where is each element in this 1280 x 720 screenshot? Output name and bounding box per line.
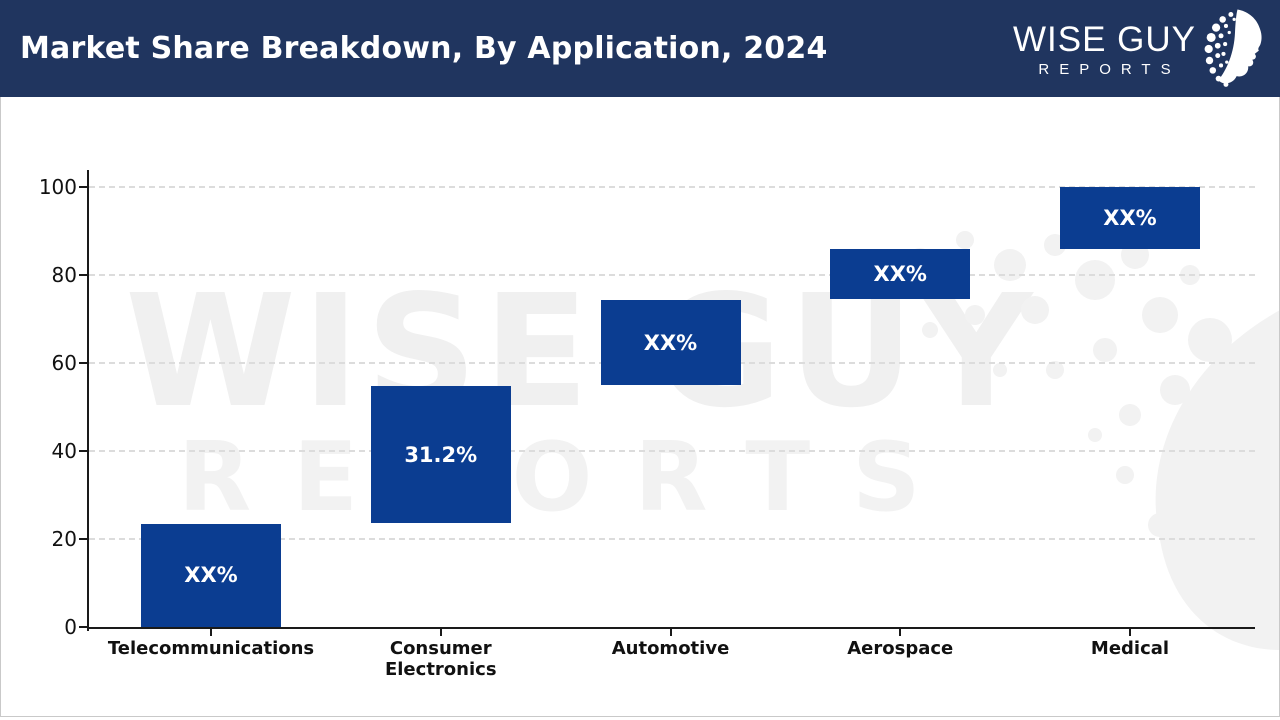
x-tick-label: Telecommunications: [107, 638, 315, 659]
logo-head-icon: [1204, 9, 1262, 87]
bar-consumer: 31.2%: [370, 386, 511, 524]
x-tick-mark: [439, 629, 442, 636]
watermark-tagline: REPORTS: [178, 423, 963, 533]
gridline-40: [89, 449, 1255, 452]
y-tick-label: 40: [51, 438, 77, 463]
bar-value-label: 31.2%: [404, 442, 478, 467]
y-tick-mark: [79, 449, 87, 452]
y-tick-label: 20: [51, 526, 77, 551]
header-bar: Market Share Breakdown, By Application, …: [0, 0, 1280, 97]
y-tick-label: 100: [38, 174, 77, 199]
x-tick-mark: [899, 629, 902, 636]
watermark-head-icon: [908, 231, 1280, 650]
figure-border-bottom: [0, 716, 1280, 717]
logo-wordmark: WISE GUY: [1012, 19, 1196, 59]
logo-text: WISE GUY REPORTS: [1012, 19, 1196, 78]
bar-aerospace: XX%: [830, 249, 971, 299]
gridline-80: [89, 273, 1255, 276]
x-tick-mark: [1129, 629, 1131, 636]
bar-value-label: XX%: [184, 563, 238, 588]
y-tick-mark: [79, 626, 87, 628]
gridline-20: [89, 537, 1255, 540]
wiseguy-logo: WISE GUY REPORTS: [1013, 4, 1272, 94]
bar-telecommunications: XX%: [141, 523, 281, 627]
bar-value-label: XX%: [1103, 205, 1157, 230]
y-tick-label: 60: [51, 350, 77, 375]
x-tick-label: Consumer Electronics: [384, 638, 497, 680]
y-tick-label: 0: [64, 615, 77, 639]
y-tick-mark: [79, 273, 87, 276]
y-axis-line: [87, 170, 89, 631]
x-tick-mark: [210, 629, 212, 636]
y-tick-mark: [79, 361, 87, 364]
x-tick-label: Aerospace: [847, 638, 954, 659]
x-tick-label: Automotive: [611, 638, 730, 659]
x-tick-mark: [669, 629, 672, 636]
chart-title: Market Share Breakdown, By Application, …: [20, 31, 828, 66]
bar-value-label: XX%: [643, 330, 698, 355]
figure-border-left: [0, 97, 1, 717]
y-tick-mark: [79, 537, 87, 540]
x-axis-line: [87, 627, 1255, 629]
logo-tagline: REPORTS: [1038, 60, 1181, 78]
x-tick-label: Medical: [1090, 638, 1170, 659]
y-tick-mark: [79, 185, 87, 188]
bar-medical: XX%: [1060, 186, 1200, 249]
bar-automotive: XX%: [600, 300, 741, 386]
bar-value-label: XX%: [873, 262, 927, 286]
gridline-100: [89, 185, 1255, 188]
y-tick-label: 80: [51, 262, 77, 287]
